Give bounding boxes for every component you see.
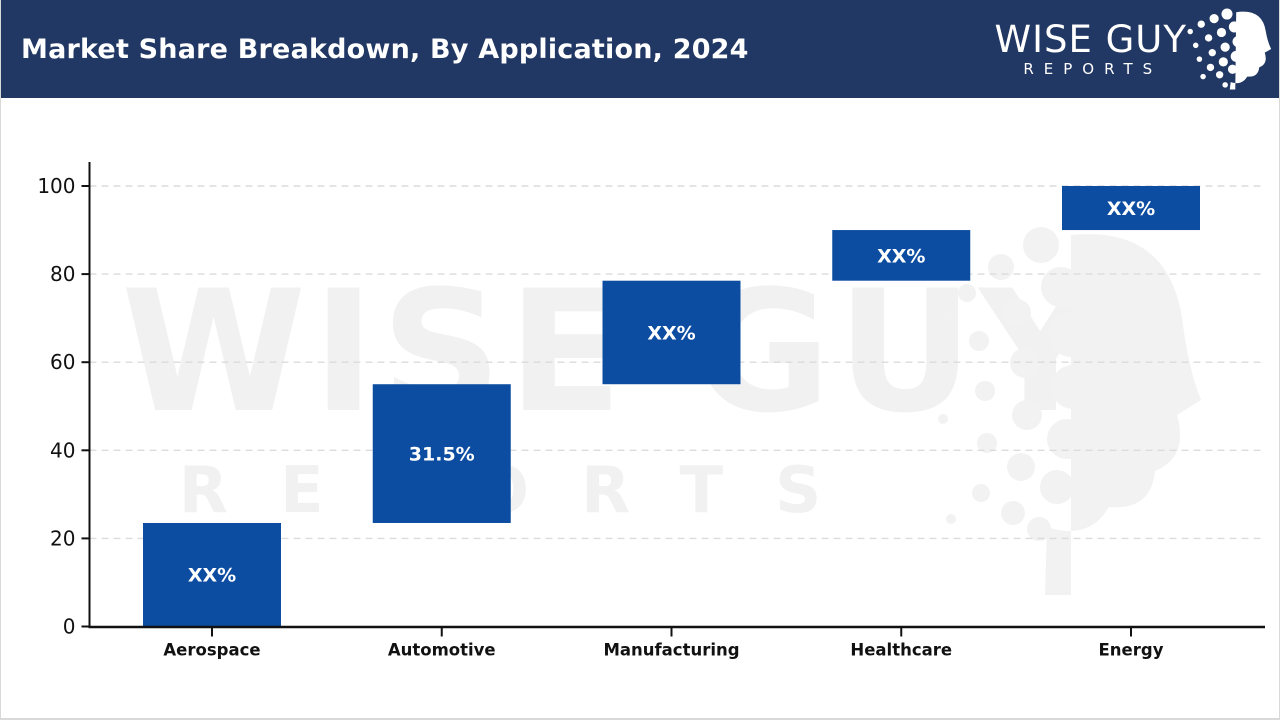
bar-value-label: XX% <box>877 245 925 267</box>
bar-aerospace <box>143 522 281 627</box>
bar-value-label: 31.5% <box>409 444 475 466</box>
y-tick-label: 20 <box>50 526 75 550</box>
bar-value-label: XX% <box>188 565 236 587</box>
chart-title: Market Share Breakdown, By Application, … <box>21 33 749 65</box>
bar-value-label: XX% <box>1107 198 1155 220</box>
bar-automotive <box>372 384 511 523</box>
bar-energy <box>1062 186 1200 231</box>
bar-value-label: XX% <box>647 322 695 344</box>
y-tick-label: 60 <box>50 350 75 374</box>
x-tick-label: Energy <box>1099 641 1164 660</box>
x-tick-label: Healthcare <box>850 641 952 660</box>
x-tick-label: Automotive <box>388 641 496 660</box>
bar-manufacturing <box>602 280 741 385</box>
dotted-face-profile-icon <box>1187 8 1272 90</box>
y-tick-label: 40 <box>50 438 75 462</box>
watermark-face-profile-icon <box>938 227 1201 595</box>
wiseguy-logo: WISE GUY REPORTS <box>995 6 1273 92</box>
logo-wordmark: WISE GUY REPORTS <box>995 21 1187 77</box>
y-tick-label: 80 <box>50 262 75 286</box>
y-tick-label: 0 <box>63 615 76 639</box>
header-bar: Market Share Breakdown, By Application, … <box>1 0 1279 98</box>
bar-healthcare <box>832 230 971 281</box>
x-tick-label: Manufacturing <box>603 641 739 660</box>
x-tick-label: Aerospace <box>163 641 260 660</box>
logo-wordmark-line1: WISE GUY <box>994 18 1187 61</box>
logo-wordmark-line2: REPORTS <box>1023 60 1163 78</box>
y-tick-label: 100 <box>37 174 75 198</box>
